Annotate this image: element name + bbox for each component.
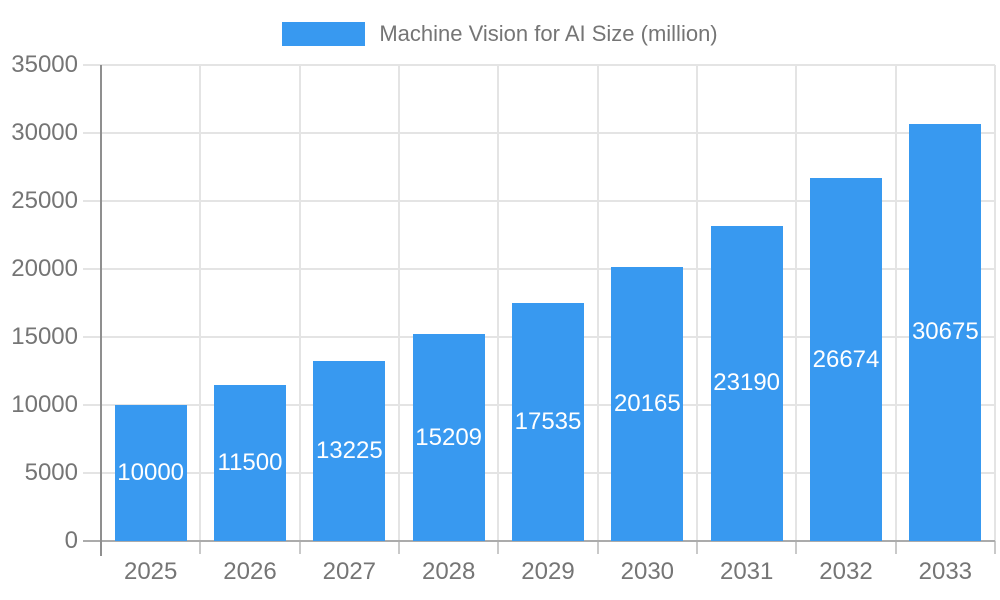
x-axis-tick <box>696 541 698 554</box>
x-axis-tick-label: 2026 <box>223 558 277 585</box>
chart-legend[interactable]: Machine Vision for AI Size (million) <box>0 20 1000 48</box>
gridline-horizontal <box>83 64 995 66</box>
x-axis-tick-label: 2027 <box>322 558 377 585</box>
bar-value-label: 11500 <box>217 448 283 476</box>
y-axis-tick-label: 30000 <box>11 119 78 146</box>
bar-value-label: 10000 <box>117 459 185 486</box>
x-axis-tick <box>596 541 599 554</box>
y-axis-tick-label: 15000 <box>11 323 78 350</box>
x-axis-tick-label: 2029 <box>521 558 575 585</box>
x-axis-tick-label: 2031 <box>719 558 774 585</box>
bar-value-label: 17535 <box>514 407 582 435</box>
bar-value-label: 20165 <box>613 389 681 417</box>
x-axis-tick <box>398 541 400 554</box>
y-axis-tick-label: 25000 <box>11 187 78 214</box>
x-axis-tick-label: 2025 <box>123 558 178 585</box>
x-axis-tick <box>497 541 500 554</box>
y-axis-tick-label: 0 <box>64 527 78 554</box>
gridline-vertical <box>199 65 202 541</box>
y-axis-tick-label: 20000 <box>11 255 78 282</box>
gridline-vertical <box>894 65 897 541</box>
y-axis-tick-label: 5000 <box>24 459 78 486</box>
x-axis-tick-label: 2032 <box>819 558 873 585</box>
plot-area: 0 5000 10000 15000 20000 25000 30000 35000 10000… <box>11 53 996 584</box>
gridline-horizontal <box>83 268 995 270</box>
x-axis-tick <box>298 541 301 554</box>
gridline-vertical <box>696 65 698 541</box>
bar: 10000 <box>114 405 187 541</box>
x-axis-tick <box>199 541 202 554</box>
legend-swatch <box>282 22 366 46</box>
bar-value-label: 15209 <box>415 423 483 451</box>
bar-value-label: 23190 <box>713 369 781 397</box>
gridline-horizontal <box>83 200 995 202</box>
bar: 26674 <box>810 178 882 541</box>
x-axis-tick-label: 2033 <box>918 558 973 585</box>
x-axis-tick <box>894 541 897 554</box>
y-axis-line <box>100 65 102 556</box>
y-axis-tick-label: 35000 <box>11 51 78 78</box>
bar: 30675 <box>909 123 982 541</box>
bar: 20165 <box>611 266 684 541</box>
gridline-horizontal <box>83 132 995 134</box>
bar-value-label: 13225 <box>315 437 383 465</box>
x-axis-tick <box>994 541 996 554</box>
bar-value-label: 26674 <box>812 345 880 373</box>
x-axis-tick-label: 2030 <box>620 558 675 585</box>
x-axis-tick-label: 2028 <box>421 558 476 585</box>
gridline-vertical <box>795 65 798 541</box>
bar: 11500 <box>214 384 286 541</box>
bar-value-label: 30675 <box>911 318 979 346</box>
gridline-vertical <box>298 65 301 541</box>
legend-label: Machine Vision for AI Size (million) <box>379 21 718 46</box>
gridline-vertical <box>398 65 400 541</box>
gridline-vertical <box>497 65 500 541</box>
bar: 13225 <box>313 361 386 541</box>
x-axis-line <box>83 540 995 542</box>
gridline-vertical <box>596 65 599 541</box>
bar: 15209 <box>412 334 485 541</box>
y-axis-tick-label: 10000 <box>11 391 78 418</box>
gridline-vertical <box>994 65 996 541</box>
bar: 23190 <box>710 225 783 541</box>
bar: 17535 <box>512 302 584 541</box>
x-axis-tick <box>795 541 798 554</box>
